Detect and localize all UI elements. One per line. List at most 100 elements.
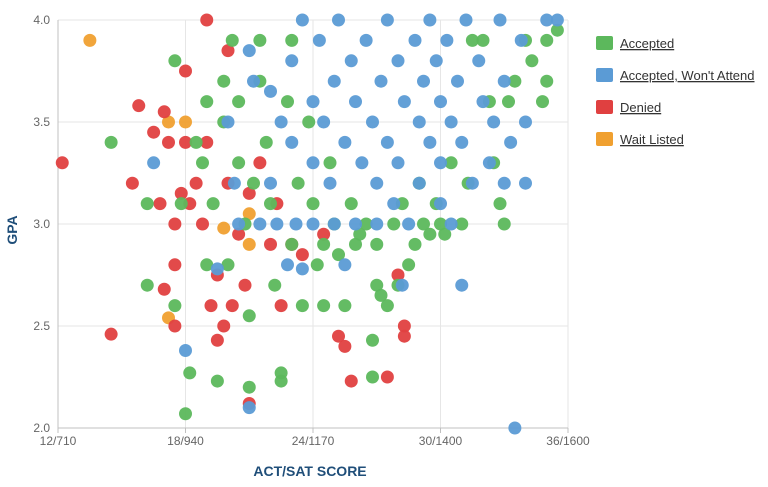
data-point — [438, 227, 452, 241]
legend-swatch — [596, 68, 613, 82]
data-point — [270, 217, 284, 231]
legend-item-label[interactable]: Accepted, Won't Attend — [620, 68, 755, 83]
legend-item-label[interactable]: Wait Listed — [620, 132, 684, 147]
legend-item-label[interactable]: Denied — [620, 100, 661, 115]
data-point — [274, 374, 288, 388]
data-point — [412, 176, 426, 190]
data-point — [476, 95, 490, 109]
data-point — [253, 156, 267, 170]
series-1 — [147, 13, 564, 435]
data-point — [200, 13, 214, 27]
data-point — [196, 217, 209, 231]
data-point — [125, 176, 139, 190]
y-tick-label: 3.0 — [33, 217, 50, 231]
data-point — [289, 217, 303, 231]
data-point — [338, 135, 352, 149]
data-point — [183, 366, 197, 380]
data-point — [168, 217, 182, 231]
data-point — [338, 339, 352, 353]
data-point — [200, 95, 214, 109]
data-point — [370, 217, 384, 231]
legend-item-label[interactable]: Accepted — [620, 36, 674, 51]
data-point — [332, 248, 345, 262]
legend-swatch — [596, 100, 613, 114]
data-point — [459, 13, 473, 27]
data-point — [497, 74, 511, 88]
data-point — [374, 74, 388, 88]
data-point — [281, 95, 294, 109]
data-point — [476, 33, 490, 47]
data-point — [179, 407, 192, 421]
data-point — [323, 156, 337, 170]
data-point — [423, 13, 437, 27]
data-point — [168, 258, 182, 272]
data-point — [179, 64, 192, 78]
data-point — [232, 227, 246, 241]
data-point — [519, 115, 532, 129]
data-points — [55, 13, 564, 435]
data-point — [323, 176, 337, 190]
data-point — [295, 13, 309, 27]
data-point — [162, 135, 175, 149]
data-point — [444, 115, 458, 129]
data-point — [179, 343, 192, 357]
data-point — [387, 197, 401, 211]
data-point — [395, 278, 409, 292]
data-point — [317, 115, 331, 129]
data-point — [497, 217, 511, 231]
data-point — [174, 186, 188, 200]
data-point — [380, 370, 394, 384]
data-point — [429, 54, 443, 68]
data-point — [423, 227, 437, 241]
data-point — [274, 115, 288, 129]
data-point — [355, 156, 369, 170]
data-point — [349, 237, 362, 251]
y-tick-label: 4.0 — [33, 13, 50, 27]
data-point — [104, 327, 118, 341]
data-point — [232, 95, 246, 109]
data-point — [285, 237, 299, 251]
x-axis-title: ACT/SAT SCORE — [253, 463, 366, 479]
data-point — [217, 319, 231, 333]
data-point — [465, 33, 479, 47]
data-point — [189, 176, 203, 190]
x-tick-label: 18/940 — [167, 434, 204, 448]
data-point — [391, 156, 405, 170]
data-point — [204, 299, 218, 313]
data-point — [444, 217, 458, 231]
data-point — [502, 95, 515, 109]
data-point — [264, 84, 277, 98]
x-tick-label: 30/1400 — [419, 434, 463, 448]
x-tick-labels: 12/710 18/940 24/1170 30/1400 36/1600 — [40, 434, 590, 448]
x-tick-label: 36/1600 — [546, 434, 590, 448]
data-point — [366, 370, 379, 384]
data-point — [168, 54, 182, 68]
data-point — [359, 33, 373, 47]
data-point — [540, 74, 554, 88]
data-point — [140, 197, 154, 211]
data-point — [317, 237, 331, 251]
data-point — [349, 95, 362, 109]
data-point — [370, 237, 384, 251]
x-tick-label: 12/710 — [40, 434, 77, 448]
data-point — [366, 115, 379, 129]
data-point — [295, 299, 309, 313]
data-point — [374, 288, 388, 302]
data-point — [268, 278, 282, 292]
series-0 — [104, 23, 564, 421]
data-point — [221, 258, 235, 272]
data-point — [140, 278, 154, 292]
legend: Accepted Accepted, Won't Attend Denied Wait… — [596, 36, 755, 147]
data-point — [508, 421, 522, 435]
data-point — [179, 115, 192, 129]
data-point — [380, 13, 394, 27]
data-point — [179, 135, 192, 149]
data-point — [285, 54, 299, 68]
data-point — [455, 278, 469, 292]
data-point — [147, 125, 161, 139]
data-point — [247, 74, 260, 88]
data-point — [504, 135, 518, 149]
data-point — [493, 13, 507, 27]
data-point — [242, 401, 256, 415]
